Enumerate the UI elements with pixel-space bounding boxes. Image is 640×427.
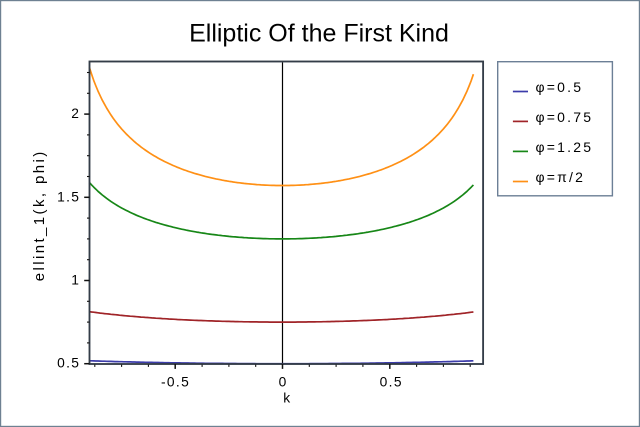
svg-text:φ=1.25: φ=1.25 (536, 139, 594, 155)
svg-text:k: k (283, 390, 290, 405)
svg-text:φ=0.5: φ=0.5 (536, 79, 584, 95)
svg-text:2: 2 (71, 106, 80, 121)
svg-text:Elliptic Of the First Kind: Elliptic Of the First Kind (189, 20, 449, 48)
svg-text:0.5: 0.5 (380, 374, 403, 389)
svg-text:1.5: 1.5 (57, 189, 80, 204)
svg-text:φ=π/2: φ=π/2 (536, 169, 586, 185)
svg-text:1: 1 (71, 273, 80, 288)
svg-text:0: 0 (279, 374, 288, 389)
svg-text:φ=0.75: φ=0.75 (536, 109, 594, 125)
svg-text:ellint_1(k, phi): ellint_1(k, phi) (31, 149, 48, 281)
svg-text:-0.5: -0.5 (161, 374, 190, 389)
svg-text:0.5: 0.5 (57, 356, 80, 371)
